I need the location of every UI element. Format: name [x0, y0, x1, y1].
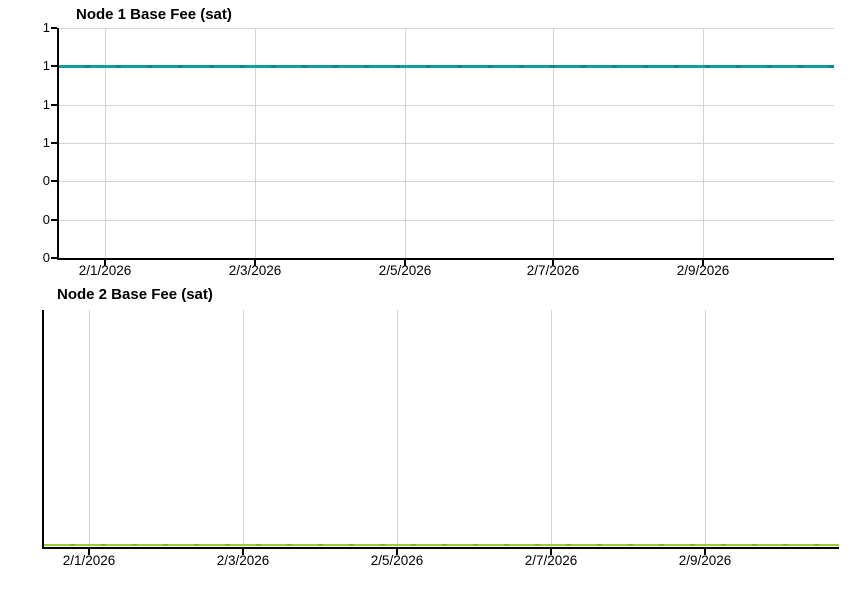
x-axis-tick	[88, 549, 90, 555]
x-axis-tick-label: 2/7/2026	[526, 263, 580, 278]
vertical-gridline	[105, 28, 106, 258]
node2-plot-area	[42, 310, 839, 549]
x-axis-tick-label: 2/1/2026	[62, 553, 116, 568]
x-axis-tick-label: 2/5/2026	[378, 263, 432, 278]
vertical-gridline	[255, 28, 256, 258]
x-axis-tick-label: 2/3/2026	[228, 263, 282, 278]
vertical-gridline	[89, 310, 90, 547]
y-axis-tick	[51, 27, 57, 29]
y-axis-tick-label: 0	[42, 173, 50, 188]
x-axis-tick	[404, 260, 406, 266]
node1-plot-area	[57, 28, 834, 260]
vertical-gridline	[553, 28, 554, 258]
y-axis-tick	[51, 257, 57, 259]
x-axis-tick-label: 2/1/2026	[78, 263, 132, 278]
node1-series-line	[59, 65, 834, 68]
horizontal-gridline	[59, 181, 834, 182]
x-axis-tick	[242, 549, 244, 555]
x-axis-tick-label: 2/3/2026	[216, 553, 270, 568]
vertical-gridline	[703, 28, 704, 258]
horizontal-gridline	[59, 28, 834, 29]
x-axis-tick	[552, 260, 554, 266]
y-axis-tick-label: 0	[42, 250, 50, 265]
x-axis-tick-label: 2/5/2026	[370, 553, 424, 568]
x-axis-tick	[104, 260, 106, 266]
x-axis-tick	[254, 260, 256, 266]
vertical-gridline	[405, 28, 406, 258]
x-axis-tick-label: 2/7/2026	[524, 553, 578, 568]
x-axis-tick-label: 2/9/2026	[678, 553, 732, 568]
y-axis-tick	[51, 180, 57, 182]
y-axis-tick-label: 1	[42, 97, 50, 112]
vertical-gridline	[243, 310, 244, 547]
chart-title: Node 1 Base Fee (sat)	[76, 6, 232, 23]
x-axis-tick	[396, 549, 398, 555]
vertical-gridline	[705, 310, 706, 547]
vertical-gridline	[397, 310, 398, 547]
y-axis-tick	[51, 65, 57, 67]
y-axis-tick	[51, 142, 57, 144]
x-axis-tick	[704, 549, 706, 555]
x-axis-tick	[702, 260, 704, 266]
x-axis-tick-label: 2/9/2026	[676, 263, 730, 278]
horizontal-gridline	[59, 105, 834, 106]
vertical-gridline	[551, 310, 552, 547]
y-axis-tick-label: 1	[42, 58, 50, 73]
chart-title: Node 2 Base Fee (sat)	[57, 286, 213, 303]
x-axis-tick	[550, 549, 552, 555]
y-axis-tick	[51, 104, 57, 106]
horizontal-gridline	[59, 220, 834, 221]
horizontal-gridline	[59, 143, 834, 144]
node2-series-line	[44, 544, 839, 546]
y-axis-tick-label: 0	[42, 212, 50, 227]
y-axis-tick-label: 1	[42, 135, 50, 150]
y-axis-tick-label: 1	[42, 20, 50, 35]
y-axis-tick	[51, 219, 57, 221]
